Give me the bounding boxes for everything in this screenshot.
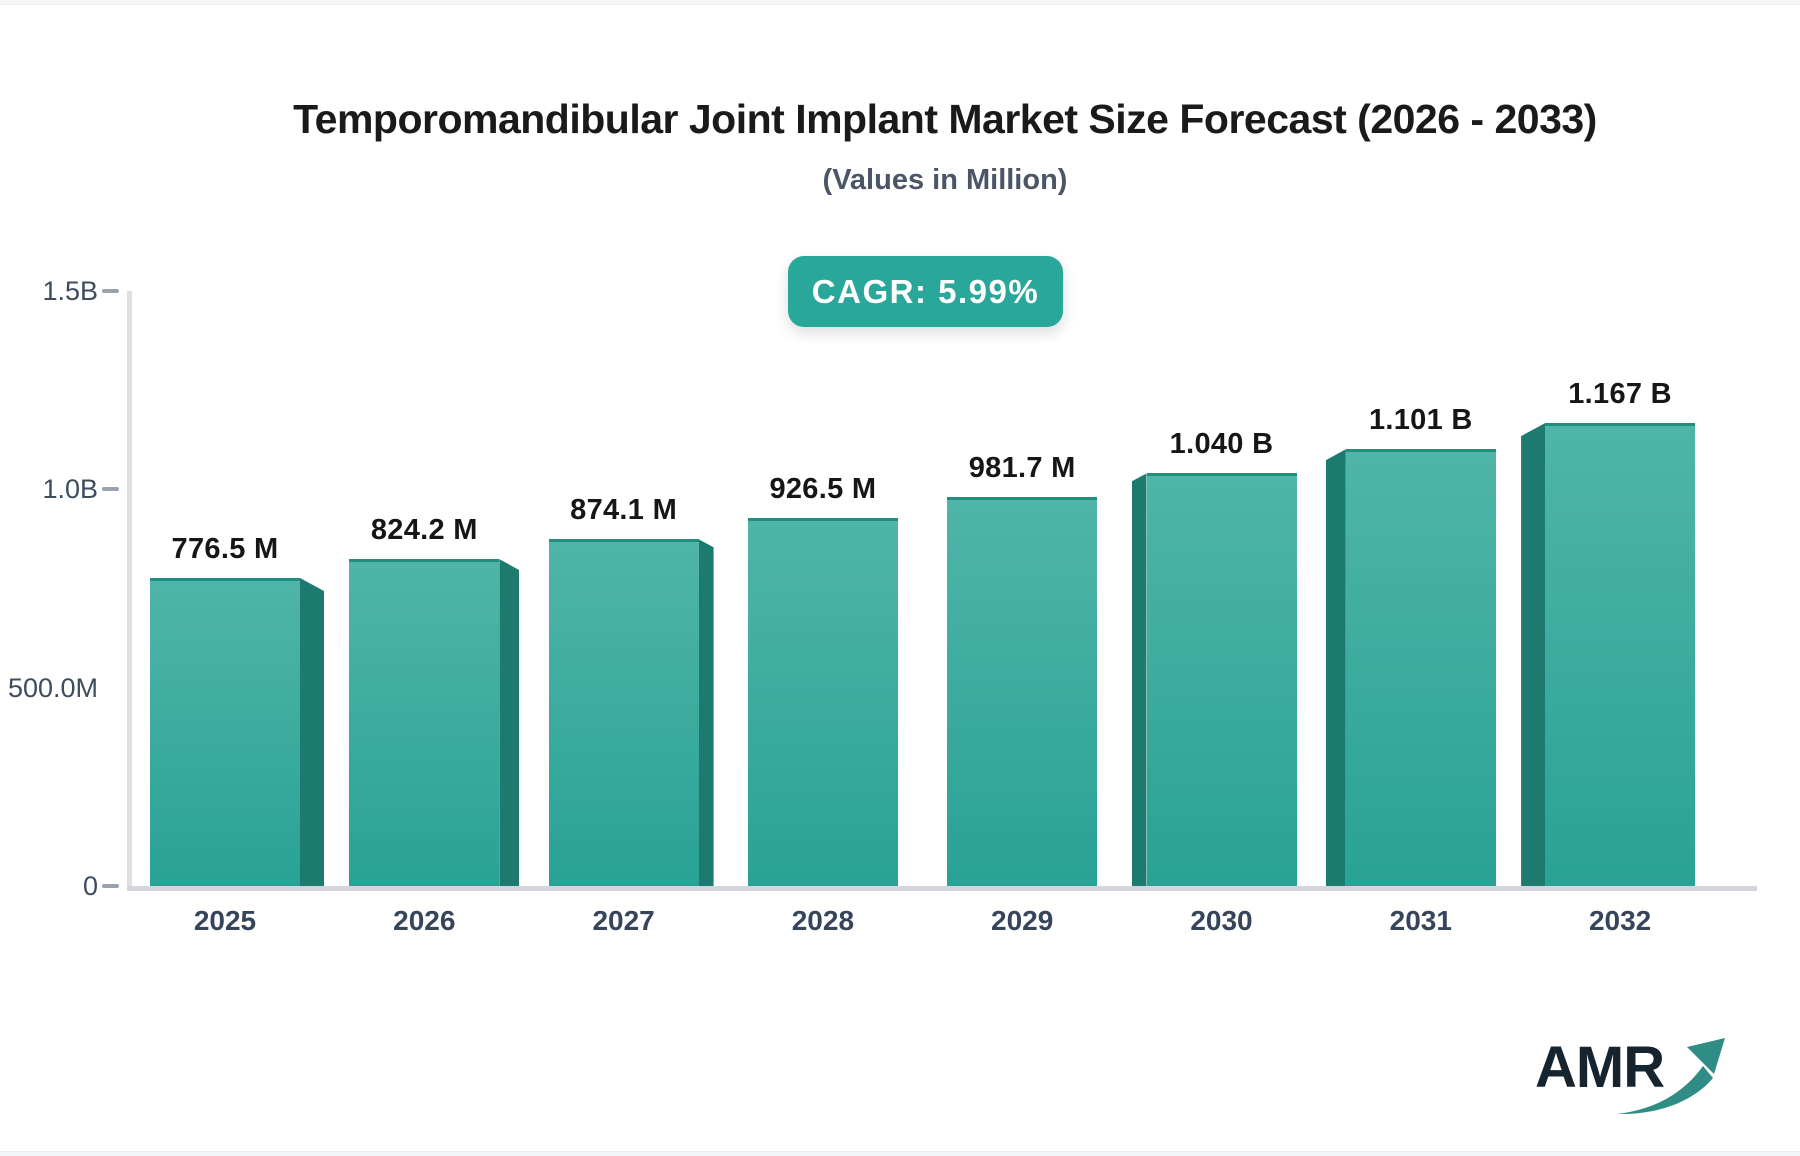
bar (1146, 473, 1297, 886)
x-axis-label: 2029 (991, 905, 1054, 936)
bar-value-label: 1.101 B (1368, 404, 1473, 437)
brand-logo: AMR (1535, 1030, 1755, 1125)
bar (947, 496, 1098, 886)
bar (1545, 423, 1696, 886)
bar-value-label: 776.5 M (171, 532, 279, 565)
bar-side-face (499, 559, 520, 886)
y-axis-label: 500.0M (7, 672, 98, 703)
x-axis-label: 2027 (592, 905, 655, 936)
bar-side-face (300, 577, 324, 886)
bar (150, 577, 300, 886)
bar (548, 539, 699, 886)
bar-side-face (1521, 423, 1546, 886)
x-axis-label: 2030 (1190, 905, 1253, 936)
chart-subtitle: (Values in Million) (822, 164, 1068, 196)
y-axis-label: 1.5B (42, 276, 98, 306)
trend-up-arrow-icon (1617, 1038, 1725, 1115)
bar-side-face (698, 539, 714, 886)
bar (349, 559, 500, 886)
y-axis-label: 0 (82, 871, 98, 901)
x-axis-line (127, 886, 1757, 891)
bar-value-label: 926.5 M (769, 473, 877, 506)
y-axis-tick (102, 289, 119, 293)
x-axis-label: 2031 (1389, 905, 1452, 936)
y-axis-label: 1.0B (42, 474, 98, 505)
bar-value-label: 1.167 B (1568, 378, 1672, 411)
bar-value-label: 874.1 M (570, 494, 678, 527)
cagr-badge: CAGR: 5.99% (788, 256, 1063, 327)
y-axis-tick (102, 884, 119, 888)
bar (1345, 449, 1496, 886)
x-axis-label: 2032 (1588, 905, 1652, 936)
bar-side-face (1325, 449, 1346, 886)
bar-side-face (1131, 473, 1147, 886)
bar-value-label: 981.7 M (968, 451, 1076, 484)
x-axis-label: 2025 (193, 905, 257, 936)
brand-logo-text: AMR (1535, 1035, 1665, 1100)
x-axis-label: 2026 (393, 905, 456, 936)
bar-value-label: 1.040 B (1169, 428, 1274, 461)
top-edge-band (0, 0, 1800, 5)
y-axis-tick (102, 487, 119, 492)
x-axis-label: 2028 (791, 905, 855, 936)
chart-title: Temporomandibular Joint Implant Market S… (293, 96, 1597, 142)
y-axis-line (127, 291, 132, 891)
bar-value-label: 824.2 M (370, 514, 478, 547)
bottom-edge-band (0, 1151, 1800, 1156)
bar (747, 518, 898, 886)
